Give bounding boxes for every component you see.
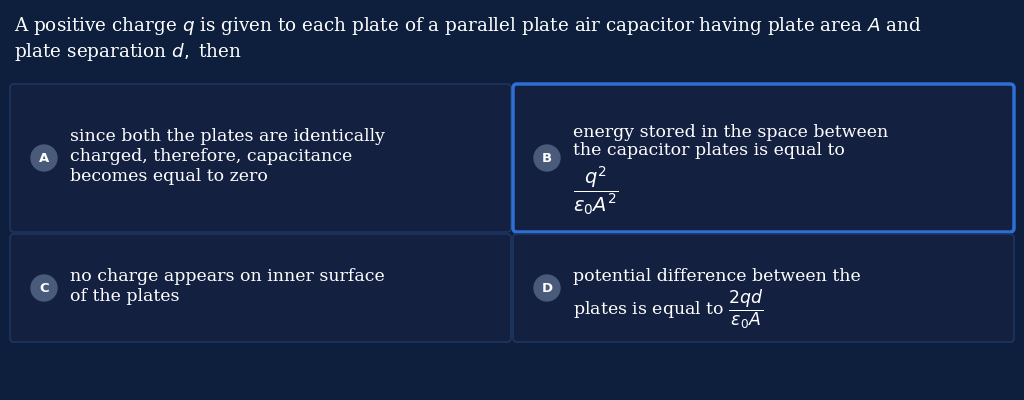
FancyBboxPatch shape [10,84,511,232]
Text: plates is equal to $\dfrac{2qd}{\varepsilon_0 A}$: plates is equal to $\dfrac{2qd}{\varepsi… [573,288,764,332]
Text: energy stored in the space between: energy stored in the space between [573,124,888,141]
Text: the capacitor plates is equal to: the capacitor plates is equal to [573,142,845,159]
Text: A: A [39,152,49,164]
FancyBboxPatch shape [513,84,1014,232]
Text: plate separation $d,$ then: plate separation $d,$ then [14,41,242,63]
Text: A positive charge $q$ is given to each plate of a parallel plate air capacitor h: A positive charge $q$ is given to each p… [14,15,922,37]
Text: potential difference between the: potential difference between the [573,268,861,285]
Text: becomes equal to zero: becomes equal to zero [70,168,268,185]
Circle shape [31,145,57,171]
Text: D: D [542,282,553,294]
Circle shape [534,275,560,301]
Text: B: B [542,152,552,164]
Text: of the plates: of the plates [70,288,179,305]
Text: since both the plates are identically: since both the plates are identically [70,128,385,145]
Circle shape [534,145,560,171]
Text: charged, therefore, capacitance: charged, therefore, capacitance [70,148,352,165]
Text: no charge appears on inner surface: no charge appears on inner surface [70,268,385,285]
FancyBboxPatch shape [10,234,511,342]
Text: C: C [39,282,49,294]
Text: $\dfrac{q^2}{\varepsilon_0 A^2}$: $\dfrac{q^2}{\varepsilon_0 A^2}$ [573,164,618,217]
FancyBboxPatch shape [513,234,1014,342]
Circle shape [31,275,57,301]
